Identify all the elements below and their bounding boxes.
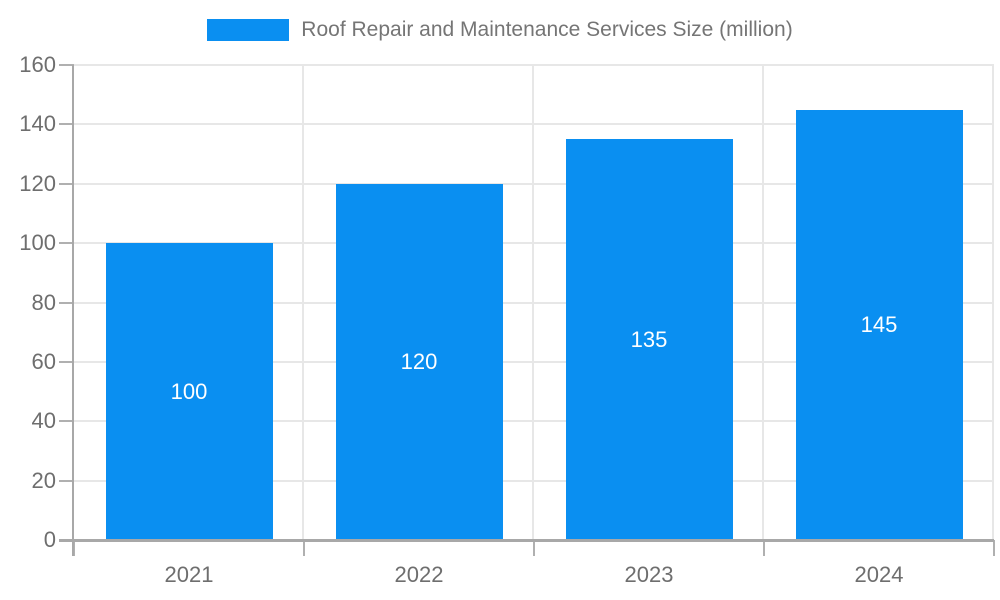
y-axis-label: 100 [19,230,56,256]
x-axis-tick [303,540,305,556]
y-gridline [74,242,994,245]
x-gridline [762,65,764,540]
bar [795,109,963,540]
bar [565,139,733,540]
x-gridline [992,65,994,540]
y-axis-line [72,65,74,556]
bar-value-label: 100 [170,378,208,404]
y-gridline [74,182,994,185]
bar [105,243,273,540]
y-axis-tick [59,123,74,126]
y-gridline [74,420,994,423]
legend-series-label: Roof Repair and Maintenance Services Siz… [301,18,793,41]
y-axis-label: 60 [31,348,56,374]
bar-value-label: 120 [400,348,438,374]
y-axis-tick [59,182,74,185]
x-axis-label: 2022 [394,562,444,587]
bar [335,183,503,540]
y-axis-tick [59,64,74,66]
y-axis-label: 160 [19,52,56,77]
y-axis-tick [59,479,74,482]
x-gridline [302,65,304,540]
x-axis-label: 2024 [854,562,904,587]
y-gridline [74,479,994,482]
x-axis-tick [73,540,75,556]
bar-value-label: 135 [630,326,668,352]
y-axis-label: 120 [19,170,56,196]
y-axis-label: 20 [31,467,56,493]
y-axis-tick [59,242,74,245]
y-gridline [74,360,994,363]
y-axis-label: 80 [31,289,56,315]
x-axis-tick [993,540,995,556]
y-gridline [74,123,994,126]
y-axis-tick [59,420,74,423]
x-axis-label: 2023 [624,562,674,587]
y-axis-tick [59,301,74,304]
x-axis-line [59,539,994,542]
y-gridline [74,64,994,66]
x-axis-label: 2021 [164,562,214,587]
y-axis-label: 40 [31,408,56,434]
x-axis-tick [533,540,535,556]
y-axis-tick [59,360,74,363]
y-gridline [74,301,994,304]
y-axis-label: 0 [43,527,56,552]
x-gridline [532,65,534,540]
bar-value-label: 145 [860,311,898,337]
legend-color-swatch [207,19,290,41]
y-axis-label: 140 [19,111,56,137]
plot-area: 100 120 135 145 [74,64,994,540]
x-axis-tick [763,540,765,556]
chart-legend: Roof Repair and Maintenance Services Siz… [0,16,1000,44]
